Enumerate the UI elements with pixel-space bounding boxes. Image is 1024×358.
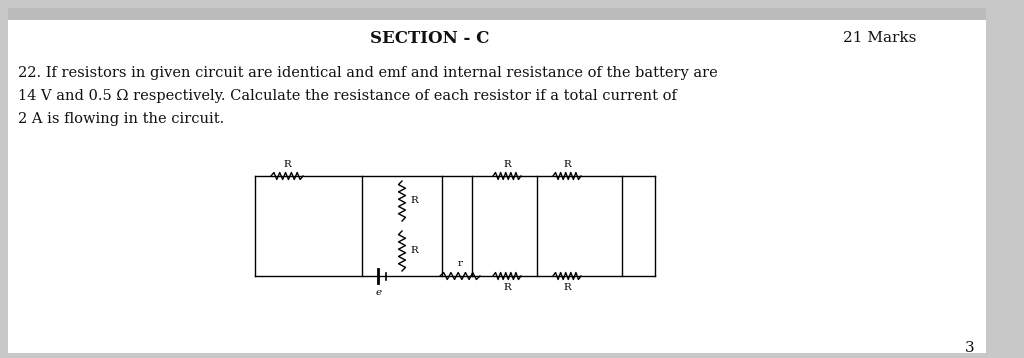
Text: R: R	[503, 160, 511, 169]
Text: 14 V and 0.5 Ω respectively. Calculate the resistance of each resistor if a tota: 14 V and 0.5 Ω respectively. Calculate t…	[18, 89, 677, 103]
Text: 3: 3	[966, 341, 975, 355]
FancyBboxPatch shape	[8, 8, 986, 20]
Text: 22. If resistors in given circuit are identical and emf and internal resistance : 22. If resistors in given circuit are id…	[18, 66, 718, 80]
Text: e: e	[376, 288, 382, 297]
Text: r: r	[458, 260, 463, 268]
Text: R: R	[410, 246, 418, 255]
Text: 2 A is flowing in the circuit.: 2 A is flowing in the circuit.	[18, 112, 224, 126]
Text: R: R	[563, 160, 570, 169]
FancyBboxPatch shape	[8, 8, 986, 353]
Text: R: R	[503, 284, 511, 292]
Text: R: R	[410, 195, 418, 204]
Text: SECTION - C: SECTION - C	[371, 29, 489, 47]
Text: R: R	[283, 160, 291, 169]
Text: R: R	[563, 284, 570, 292]
Text: 21 Marks: 21 Marks	[844, 31, 916, 45]
